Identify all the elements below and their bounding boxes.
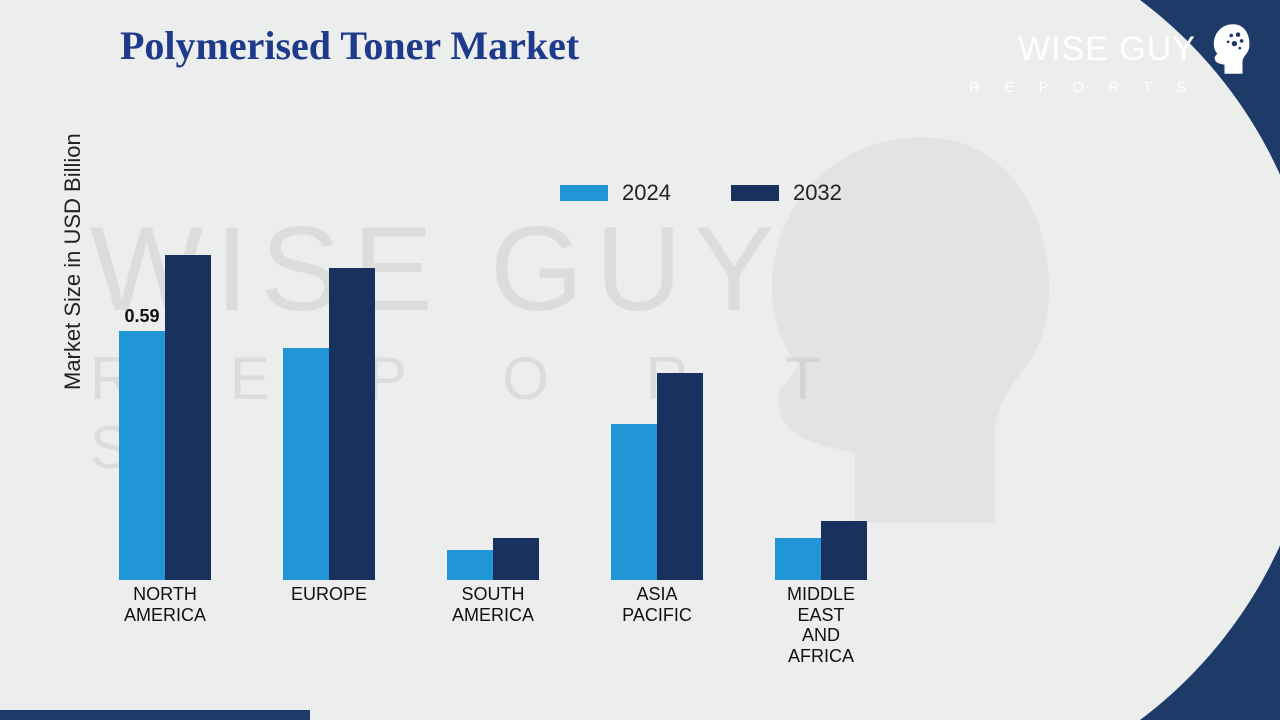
bar-series-a	[447, 550, 493, 580]
x-axis-label: SOUTHAMERICA	[423, 584, 563, 625]
y-axis-label: Market Size in USD Billion	[60, 133, 86, 390]
page-title: Polymerised Toner Market	[120, 22, 579, 69]
bar-series-b	[329, 268, 375, 580]
brand-logo: WISE GUY R E P O R T S	[969, 22, 1256, 95]
bar-series-a	[611, 424, 657, 580]
legend-swatch-b	[731, 185, 779, 201]
bar-series-a	[119, 331, 165, 580]
legend-swatch-a	[560, 185, 608, 201]
stage: WISE GUY R E P O R T S Polymerised Toner…	[0, 0, 1280, 720]
bar-series-a	[775, 538, 821, 580]
bar-series-b	[165, 255, 211, 580]
x-axis-label: ASIAPACIFIC	[587, 584, 727, 625]
brand-line1: WISE GUY	[1018, 32, 1196, 66]
x-axis-label: NORTHAMERICA	[95, 584, 235, 625]
bar-series-a	[283, 348, 329, 580]
bottom-accent-bar	[0, 710, 310, 720]
x-axis-label: MIDDLEEASTANDAFRICA	[751, 584, 891, 667]
bar-series-b	[493, 538, 539, 580]
bar-series-b	[821, 521, 867, 580]
brand-head-icon	[1202, 22, 1256, 76]
bar-series-b	[657, 373, 703, 580]
brand-line2: R E P O R T S	[969, 80, 1196, 95]
x-axis-label: EUROPE	[259, 584, 399, 605]
bar-chart: 0.59	[105, 200, 935, 580]
